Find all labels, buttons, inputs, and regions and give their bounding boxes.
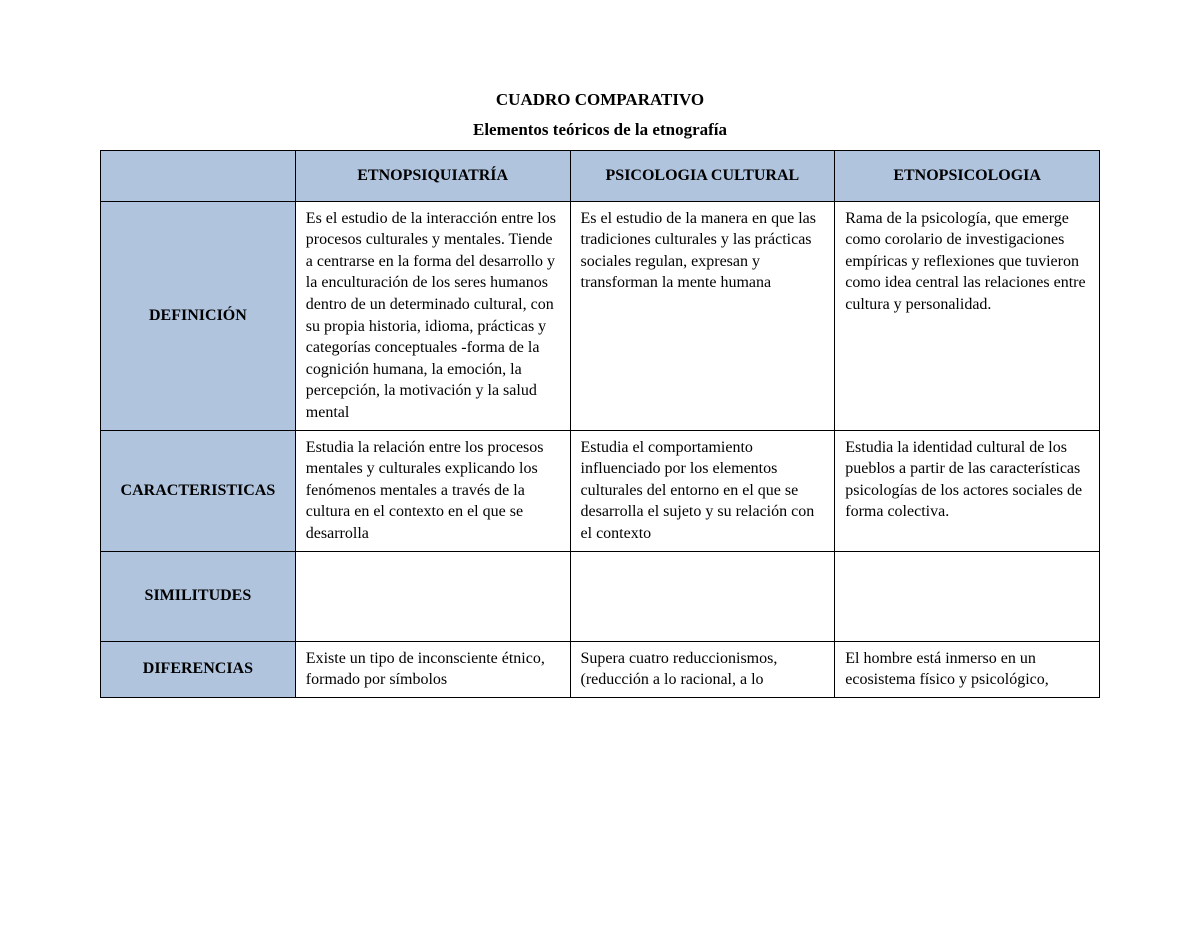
header-etnopsiquiatria: ETNOPSIQUIATRÍA bbox=[295, 151, 570, 202]
table-cell bbox=[295, 551, 570, 641]
table-header-row: ETNOPSIQUIATRÍA PSICOLOGIA CULTURAL ETNO… bbox=[101, 151, 1100, 202]
table-cell: Existe un tipo de inconsciente étnico, f… bbox=[295, 641, 570, 697]
page-title-line2: Elementos teóricos de la etnografía bbox=[100, 120, 1100, 140]
row-label-similitudes: SIMILITUDES bbox=[101, 551, 296, 641]
comparative-table: ETNOPSIQUIATRÍA PSICOLOGIA CULTURAL ETNO… bbox=[100, 150, 1100, 698]
row-label-definicion: DEFINICIÓN bbox=[101, 201, 296, 430]
table-cell: El hombre está inmerso en un ecosistema … bbox=[835, 641, 1100, 697]
row-label-caracteristicas: CARACTERISTICAS bbox=[101, 430, 296, 551]
table-cell bbox=[570, 551, 835, 641]
table-cell: Es el estudio de la manera en que las tr… bbox=[570, 201, 835, 430]
table-row: DEFINICIÓN Es el estudio de la interacci… bbox=[101, 201, 1100, 430]
table-row: CARACTERISTICAS Estudia la relación entr… bbox=[101, 430, 1100, 551]
header-psicologia-cultural: PSICOLOGIA CULTURAL bbox=[570, 151, 835, 202]
row-label-diferencias: DIFERENCIAS bbox=[101, 641, 296, 697]
table-row: DIFERENCIAS Existe un tipo de inconscien… bbox=[101, 641, 1100, 697]
header-blank bbox=[101, 151, 296, 202]
page-title-line1: CUADRO COMPARATIVO bbox=[100, 90, 1100, 110]
table-cell: Supera cuatro reduccionismos, (reducción… bbox=[570, 641, 835, 697]
table-cell: Es el estudio de la interacción entre lo… bbox=[295, 201, 570, 430]
table-cell: Estudia la relación entre los procesos m… bbox=[295, 430, 570, 551]
table-cell: Estudia el comportamiento influenciado p… bbox=[570, 430, 835, 551]
table-row: SIMILITUDES bbox=[101, 551, 1100, 641]
table-cell: Rama de la psicología, que emerge como c… bbox=[835, 201, 1100, 430]
table-cell: Estudia la identidad cultural de los pue… bbox=[835, 430, 1100, 551]
table-cell bbox=[835, 551, 1100, 641]
header-etnopsicologia: ETNOPSICOLOGIA bbox=[835, 151, 1100, 202]
